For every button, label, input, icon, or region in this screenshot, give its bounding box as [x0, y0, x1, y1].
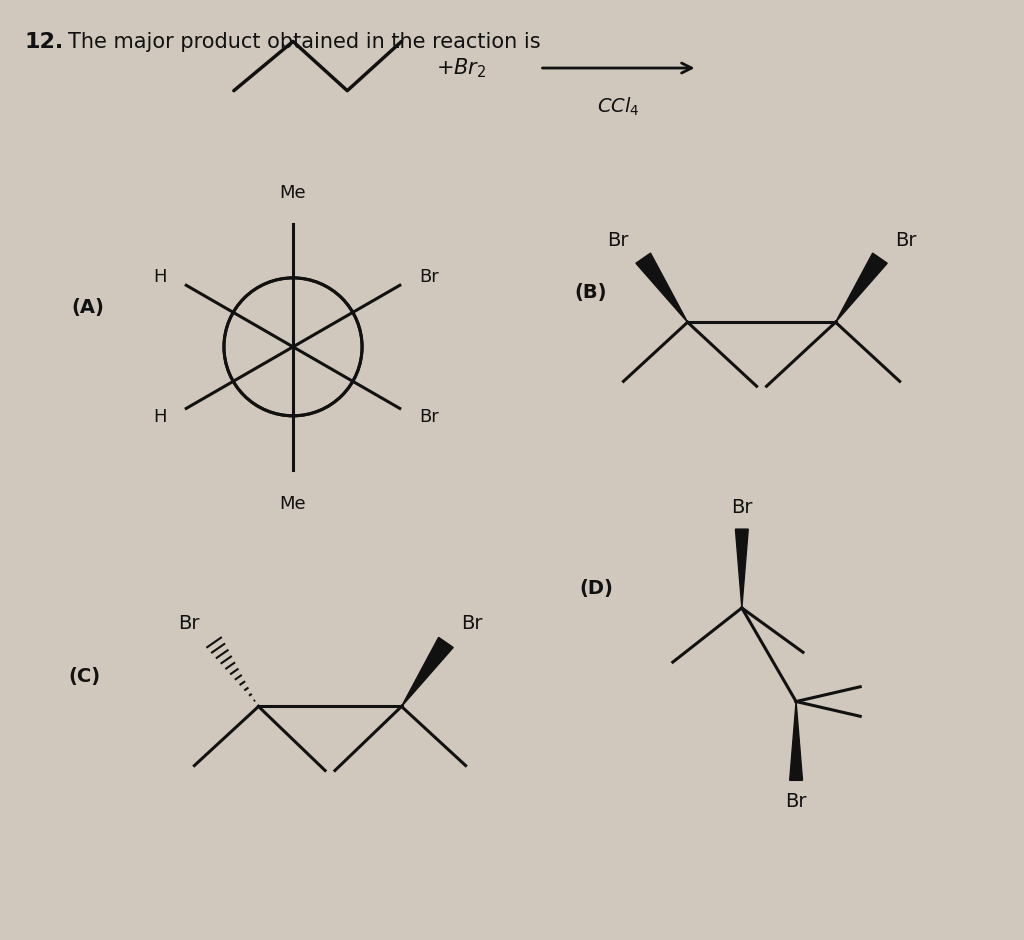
Text: Br: Br [419, 268, 439, 286]
Text: Me: Me [280, 184, 306, 202]
Text: Br: Br [178, 614, 200, 633]
Polygon shape [401, 637, 454, 707]
Text: Me: Me [280, 494, 306, 512]
Text: 12.: 12. [25, 32, 63, 52]
Text: $+Br_2$: $+Br_2$ [436, 56, 486, 80]
Text: (B): (B) [574, 283, 606, 302]
Text: Br: Br [731, 498, 753, 517]
Text: (A): (A) [71, 298, 104, 317]
Text: H: H [154, 408, 167, 426]
Polygon shape [836, 253, 887, 322]
Text: (C): (C) [69, 667, 100, 686]
Polygon shape [636, 253, 687, 322]
Text: The major product obtained in the reaction is: The major product obtained in the reacti… [69, 32, 541, 52]
Text: $CCl_4$: $CCl_4$ [597, 96, 640, 118]
Polygon shape [735, 529, 749, 608]
Text: Br: Br [607, 231, 629, 250]
Text: Br: Br [785, 792, 807, 811]
Text: Br: Br [461, 614, 482, 633]
Polygon shape [790, 701, 803, 780]
Text: H: H [154, 268, 167, 286]
Text: Br: Br [419, 408, 439, 426]
Text: Br: Br [895, 231, 916, 250]
Text: (D): (D) [580, 579, 613, 598]
